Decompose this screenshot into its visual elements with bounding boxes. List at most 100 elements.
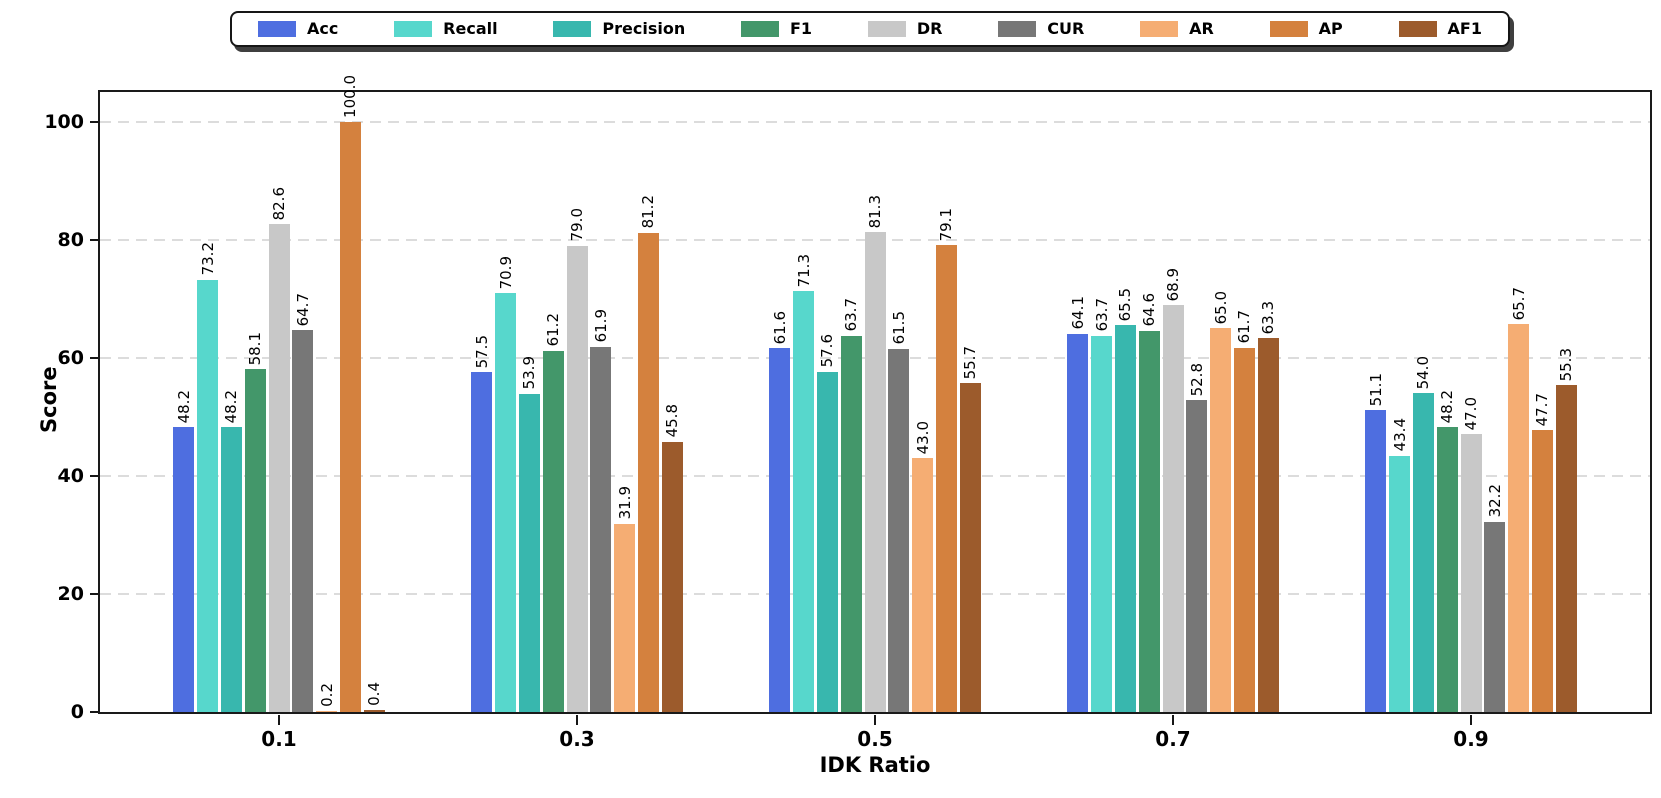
bar-label-cur-0.3: 61.9 [591, 309, 610, 343]
bar-label-recall-0.5: 71.3 [794, 253, 813, 287]
y-tick-label-0: 0 [70, 701, 84, 723]
bar-af1-0.5 [959, 383, 981, 712]
legend-label-acc: Acc [307, 19, 339, 38]
x-tick-label-0.3: 0.3 [559, 727, 595, 751]
legend-swatch-ap [1269, 21, 1308, 37]
bar-dr-0.1 [268, 224, 290, 712]
bar-label-precision-0.3: 53.9 [520, 356, 539, 390]
legend-label-af1: AF1 [1447, 19, 1482, 38]
bar-label-dr-0.5: 81.3 [866, 194, 884, 228]
gridline-100 [100, 120, 1650, 123]
x-tick-0.7 [1172, 715, 1174, 725]
bar-af1-0.1 [363, 709, 385, 712]
bar-acc-0.1 [173, 427, 195, 712]
legend-label-precision: Precision [602, 19, 686, 38]
bar-label-acc-0.3: 57.5 [472, 335, 491, 369]
bar-label-acc-0.1: 48.2 [174, 389, 193, 424]
bar-label-ar-0.3: 31.9 [615, 486, 634, 520]
bar-label-acc-0.7: 64.1 [1068, 296, 1087, 330]
legend-item-ar: AR [1140, 21, 1214, 37]
x-tick-label-0.1: 0.1 [261, 727, 297, 751]
x-tick-label-0.7: 0.7 [1155, 727, 1191, 751]
bar-f1-0.9 [1436, 427, 1458, 712]
bar-label-af1-0.3: 45.8 [663, 404, 682, 438]
bar-label-dr-0.3: 79.0 [568, 208, 586, 242]
bar-ar-0.5 [912, 458, 934, 712]
bar-recall-0.7 [1091, 335, 1113, 712]
bar-precision-0.9 [1412, 393, 1434, 712]
bar-ar-0.1 [316, 710, 338, 712]
bar-label-precision-0.7: 65.5 [1116, 287, 1135, 322]
x-tick-0.9 [1470, 715, 1472, 725]
bar-label-precision-0.5: 57.6 [818, 334, 837, 368]
bar-label-cur-0.7: 52.8 [1187, 362, 1206, 397]
bar-label-ar-0.1: 0.2 [317, 682, 336, 707]
bar-label-ap-0.1: 100.0 [341, 74, 360, 118]
bar-recall-0.9 [1389, 455, 1411, 712]
legend-swatch-cur [998, 21, 1037, 37]
bar-label-f1-0.9: 48.2 [1438, 389, 1457, 424]
legend-item-dr: DR [867, 19, 943, 38]
legend-label-ar: AR [1189, 19, 1214, 38]
bar-label-precision-0.9: 54.0 [1414, 355, 1433, 390]
bar-label-precision-0.1: 48.2 [222, 389, 241, 424]
bar-label-f1-0.5: 63.7 [842, 298, 861, 332]
bar-label-cur-0.5: 61.5 [889, 311, 908, 345]
x-tick-label-0.9: 0.9 [1453, 727, 1489, 751]
bar-label-af1-0.1: 0.4 [365, 681, 384, 706]
bar-ap-0.1 [339, 121, 361, 712]
bar-ap-0.9 [1531, 430, 1553, 712]
bar-ar-0.7 [1210, 328, 1232, 712]
legend-swatch-precision [553, 21, 592, 37]
y-tick-label-80: 80 [57, 228, 84, 251]
bar-acc-0.5 [769, 348, 791, 712]
bar-label-ap-0.9: 47.7 [1533, 392, 1552, 427]
legend-label-dr: DR [916, 19, 943, 38]
legend-item-ap: AP [1269, 21, 1343, 37]
bar-f1-0.5 [840, 335, 862, 712]
plot-area: 0 20 40 60 80 100 0.1 0.3 0.5 0.7 0.9 48.2 57.5 61.6 6… [44, 75, 1652, 751]
bar-label-f1-0.1: 58.1 [246, 331, 265, 365]
bar-label-cur-0.1: 64.7 [293, 292, 312, 326]
bar-precision-0.5 [816, 371, 838, 712]
y-tick-label-20: 20 [57, 582, 84, 605]
y-tick-60 [90, 356, 98, 359]
bar-recall-0.1 [197, 279, 219, 712]
bar-af1-0.7 [1257, 338, 1279, 712]
bar-cur-0.5 [888, 348, 910, 712]
bar-label-dr-0.7: 68.9 [1164, 267, 1182, 302]
bar-cur-0.9 [1484, 521, 1506, 712]
bar-label-af1-0.5: 55.7 [961, 345, 980, 380]
legend-label-cur: CUR [1047, 19, 1085, 38]
legend-label-recall: Recall [443, 19, 498, 38]
bar-label-dr-0.9: 47.0 [1462, 397, 1480, 431]
y-tick-label-60: 60 [57, 346, 84, 369]
bar-label-recall-0.1: 73.2 [198, 242, 217, 276]
x-tick-0.5 [874, 715, 876, 725]
legend-item-precision: Precision [553, 21, 685, 37]
bar-label-ap-0.5: 79.1 [937, 207, 956, 241]
x-axis-label: IDK Ratio [819, 753, 931, 777]
bar-label-dr-0.1: 82.6 [270, 186, 288, 221]
bar-label-ar-0.9: 65.7 [1509, 286, 1528, 321]
bar-acc-0.7 [1067, 333, 1089, 712]
bar-cur-0.1 [292, 329, 314, 712]
bar-label-acc-0.5: 61.6 [770, 310, 789, 345]
bar-ar-0.3 [614, 523, 636, 712]
legend-item-cur: CUR [998, 21, 1084, 37]
x-tick-0.1 [278, 715, 280, 725]
bar-label-af1-0.7: 63.3 [1259, 300, 1278, 335]
bar-label-af1-0.9: 55.3 [1557, 348, 1576, 382]
y-tick-label-40: 40 [57, 464, 84, 487]
x-tick-0.3 [576, 715, 578, 725]
y-tick-label-100: 100 [44, 110, 84, 133]
y-tick-0 [90, 711, 98, 713]
bar-af1-0.9 [1555, 385, 1577, 712]
legend-swatch-recall [394, 21, 433, 37]
legend-swatch-ar [1140, 21, 1179, 37]
legend-label-f1: F1 [790, 19, 813, 38]
y-tick-80 [90, 238, 98, 241]
y-tick-40 [90, 474, 98, 477]
bar-precision-0.7 [1114, 325, 1136, 712]
bar-cur-0.7 [1186, 400, 1208, 712]
